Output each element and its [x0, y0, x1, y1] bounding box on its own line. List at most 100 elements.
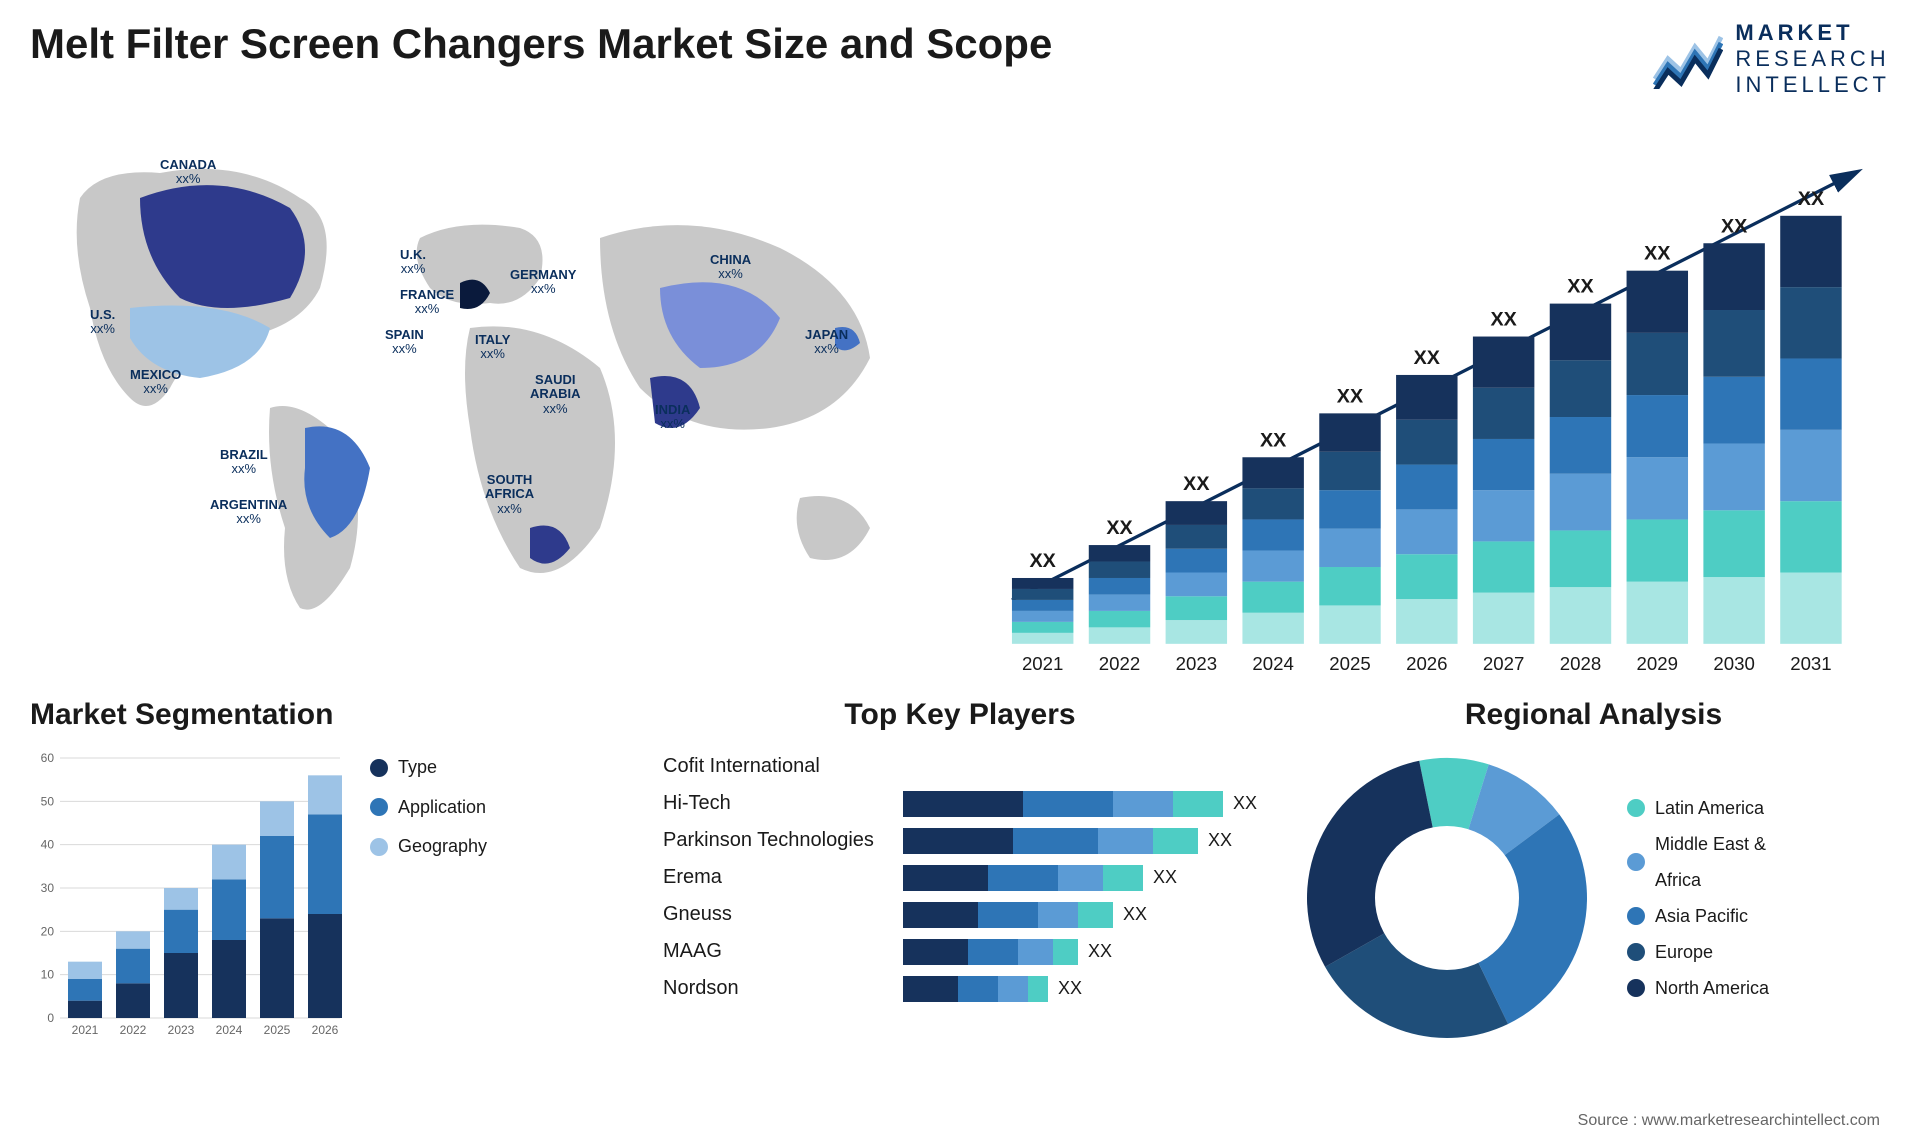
logo-line1: MARKET — [1735, 20, 1890, 46]
svg-text:2025: 2025 — [1329, 653, 1370, 674]
svg-text:XX: XX — [1337, 385, 1363, 407]
legend-swatch — [1627, 943, 1645, 961]
legend-label: Geography — [398, 827, 487, 867]
legend-swatch — [370, 798, 388, 816]
logo-line3: INTELLECT — [1735, 72, 1890, 98]
players-bars: XXXXXXXXXXXX — [903, 748, 1257, 1007]
legend-label: Latin America — [1655, 790, 1764, 826]
legend-label: Europe — [1655, 934, 1713, 970]
svg-text:30: 30 — [41, 881, 55, 895]
regional-title: Regional Analysis — [1297, 698, 1890, 732]
map-label: MEXICOxx% — [130, 368, 181, 397]
player-value: XX — [1208, 830, 1232, 851]
legend-swatch — [1627, 799, 1645, 817]
map-label: U.K.xx% — [400, 248, 426, 277]
svg-text:XX: XX — [1260, 429, 1286, 451]
svg-text:XX: XX — [1183, 473, 1209, 495]
svg-text:XX: XX — [1414, 347, 1440, 369]
player-value: XX — [1233, 793, 1257, 814]
legend-swatch — [1627, 979, 1645, 997]
svg-text:2031: 2031 — [1790, 653, 1831, 674]
legend-item: Europe — [1627, 934, 1769, 970]
svg-text:60: 60 — [41, 751, 55, 765]
segmentation-title: Market Segmentation — [30, 698, 623, 732]
svg-text:0: 0 — [47, 1011, 54, 1025]
growth-chart-svg: XXXXXXXXXXXXXXXXXXXXXX 20212022202320242… — [990, 128, 1890, 699]
player-name: Parkinson Technologies — [663, 822, 893, 859]
legend-label: Middle East &Africa — [1655, 826, 1766, 898]
logo-line2: RESEARCH — [1735, 46, 1890, 72]
map-label: INDIAxx% — [655, 403, 690, 432]
player-name: Cofit International — [663, 748, 893, 785]
svg-text:2024: 2024 — [1252, 653, 1293, 674]
legend-item: Application — [370, 788, 487, 828]
svg-text:XX: XX — [1030, 550, 1056, 572]
svg-text:20: 20 — [41, 924, 55, 938]
map-label: U.S.xx% — [90, 308, 115, 337]
legend-swatch — [1627, 907, 1645, 925]
player-row: XX — [903, 970, 1257, 1007]
legend-label: Application — [398, 788, 486, 828]
svg-text:10: 10 — [41, 968, 55, 982]
world-map: CANADAxx%U.S.xx%MEXICOxx%BRAZILxx%ARGENT… — [30, 128, 930, 648]
svg-text:2025: 2025 — [264, 1023, 291, 1037]
svg-text:2029: 2029 — [1637, 653, 1678, 674]
svg-text:XX: XX — [1798, 188, 1824, 210]
svg-text:2022: 2022 — [120, 1023, 147, 1037]
legend-item: Geography — [370, 827, 487, 867]
svg-text:2021: 2021 — [1022, 653, 1063, 674]
svg-text:50: 50 — [41, 794, 55, 808]
svg-text:XX: XX — [1644, 243, 1670, 265]
map-label: ARGENTINAxx% — [210, 498, 287, 527]
player-value: XX — [1123, 904, 1147, 925]
player-row: XX — [903, 896, 1257, 933]
svg-text:2021: 2021 — [72, 1023, 99, 1037]
player-value: XX — [1153, 867, 1177, 888]
svg-text:2024: 2024 — [216, 1023, 243, 1037]
player-row: XX — [903, 822, 1257, 859]
growth-chart: XXXXXXXXXXXXXXXXXXXXXX 20212022202320242… — [990, 128, 1890, 648]
brand-logo: MARKET RESEARCH INTELLECT — [1653, 20, 1890, 98]
svg-text:2028: 2028 — [1560, 653, 1601, 674]
player-value: XX — [1058, 978, 1082, 999]
player-row: XX — [903, 859, 1257, 896]
svg-text:40: 40 — [41, 838, 55, 852]
regional-donut-svg — [1297, 748, 1597, 1048]
map-label: SAUDIARABIAxx% — [530, 373, 581, 416]
map-label: SPAINxx% — [385, 328, 424, 357]
svg-text:XX: XX — [1567, 276, 1593, 298]
player-name: MAAG — [663, 933, 893, 970]
svg-text:2027: 2027 — [1483, 653, 1524, 674]
player-row: XX — [903, 785, 1257, 822]
svg-text:2026: 2026 — [312, 1023, 339, 1037]
segmentation-panel: Market Segmentation 0 10 20 30 40 50 60 2021 20… — [30, 698, 623, 1048]
segmentation-chart-svg: 0 10 20 30 40 50 60 2021 2022 2023 2024 2025 2026 — [30, 748, 350, 1048]
legend-item: Latin America — [1627, 790, 1769, 826]
legend-label: Asia Pacific — [1655, 898, 1748, 934]
page-title: Melt Filter Screen Changers Market Size … — [30, 20, 1052, 68]
map-label: CHINAxx% — [710, 253, 751, 282]
legend-label: North America — [1655, 970, 1769, 1006]
svg-text:2023: 2023 — [168, 1023, 195, 1037]
player-name: Gneuss — [663, 896, 893, 933]
player-name: Erema — [663, 859, 893, 896]
legend-swatch — [1627, 853, 1645, 871]
legend-item: Type — [370, 748, 487, 788]
map-label: CANADAxx% — [160, 158, 216, 187]
player-name: Hi-Tech — [663, 785, 893, 822]
player-row — [903, 748, 1257, 785]
map-label: JAPANxx% — [805, 328, 848, 357]
legend-label: Type — [398, 748, 437, 788]
map-label: SOUTHAFRICAxx% — [485, 473, 534, 516]
svg-text:2030: 2030 — [1713, 653, 1754, 674]
player-name: Nordson — [663, 970, 893, 1007]
player-row: XX — [903, 933, 1257, 970]
player-value: XX — [1088, 941, 1112, 962]
players-title: Top Key Players — [663, 698, 1257, 732]
svg-text:XX: XX — [1106, 517, 1132, 539]
svg-text:2026: 2026 — [1406, 653, 1447, 674]
regional-legend: Latin AmericaMiddle East &AfricaAsia Pac… — [1627, 790, 1769, 1006]
svg-text:XX: XX — [1721, 215, 1747, 237]
legend-swatch — [370, 838, 388, 856]
legend-item: North America — [1627, 970, 1769, 1006]
